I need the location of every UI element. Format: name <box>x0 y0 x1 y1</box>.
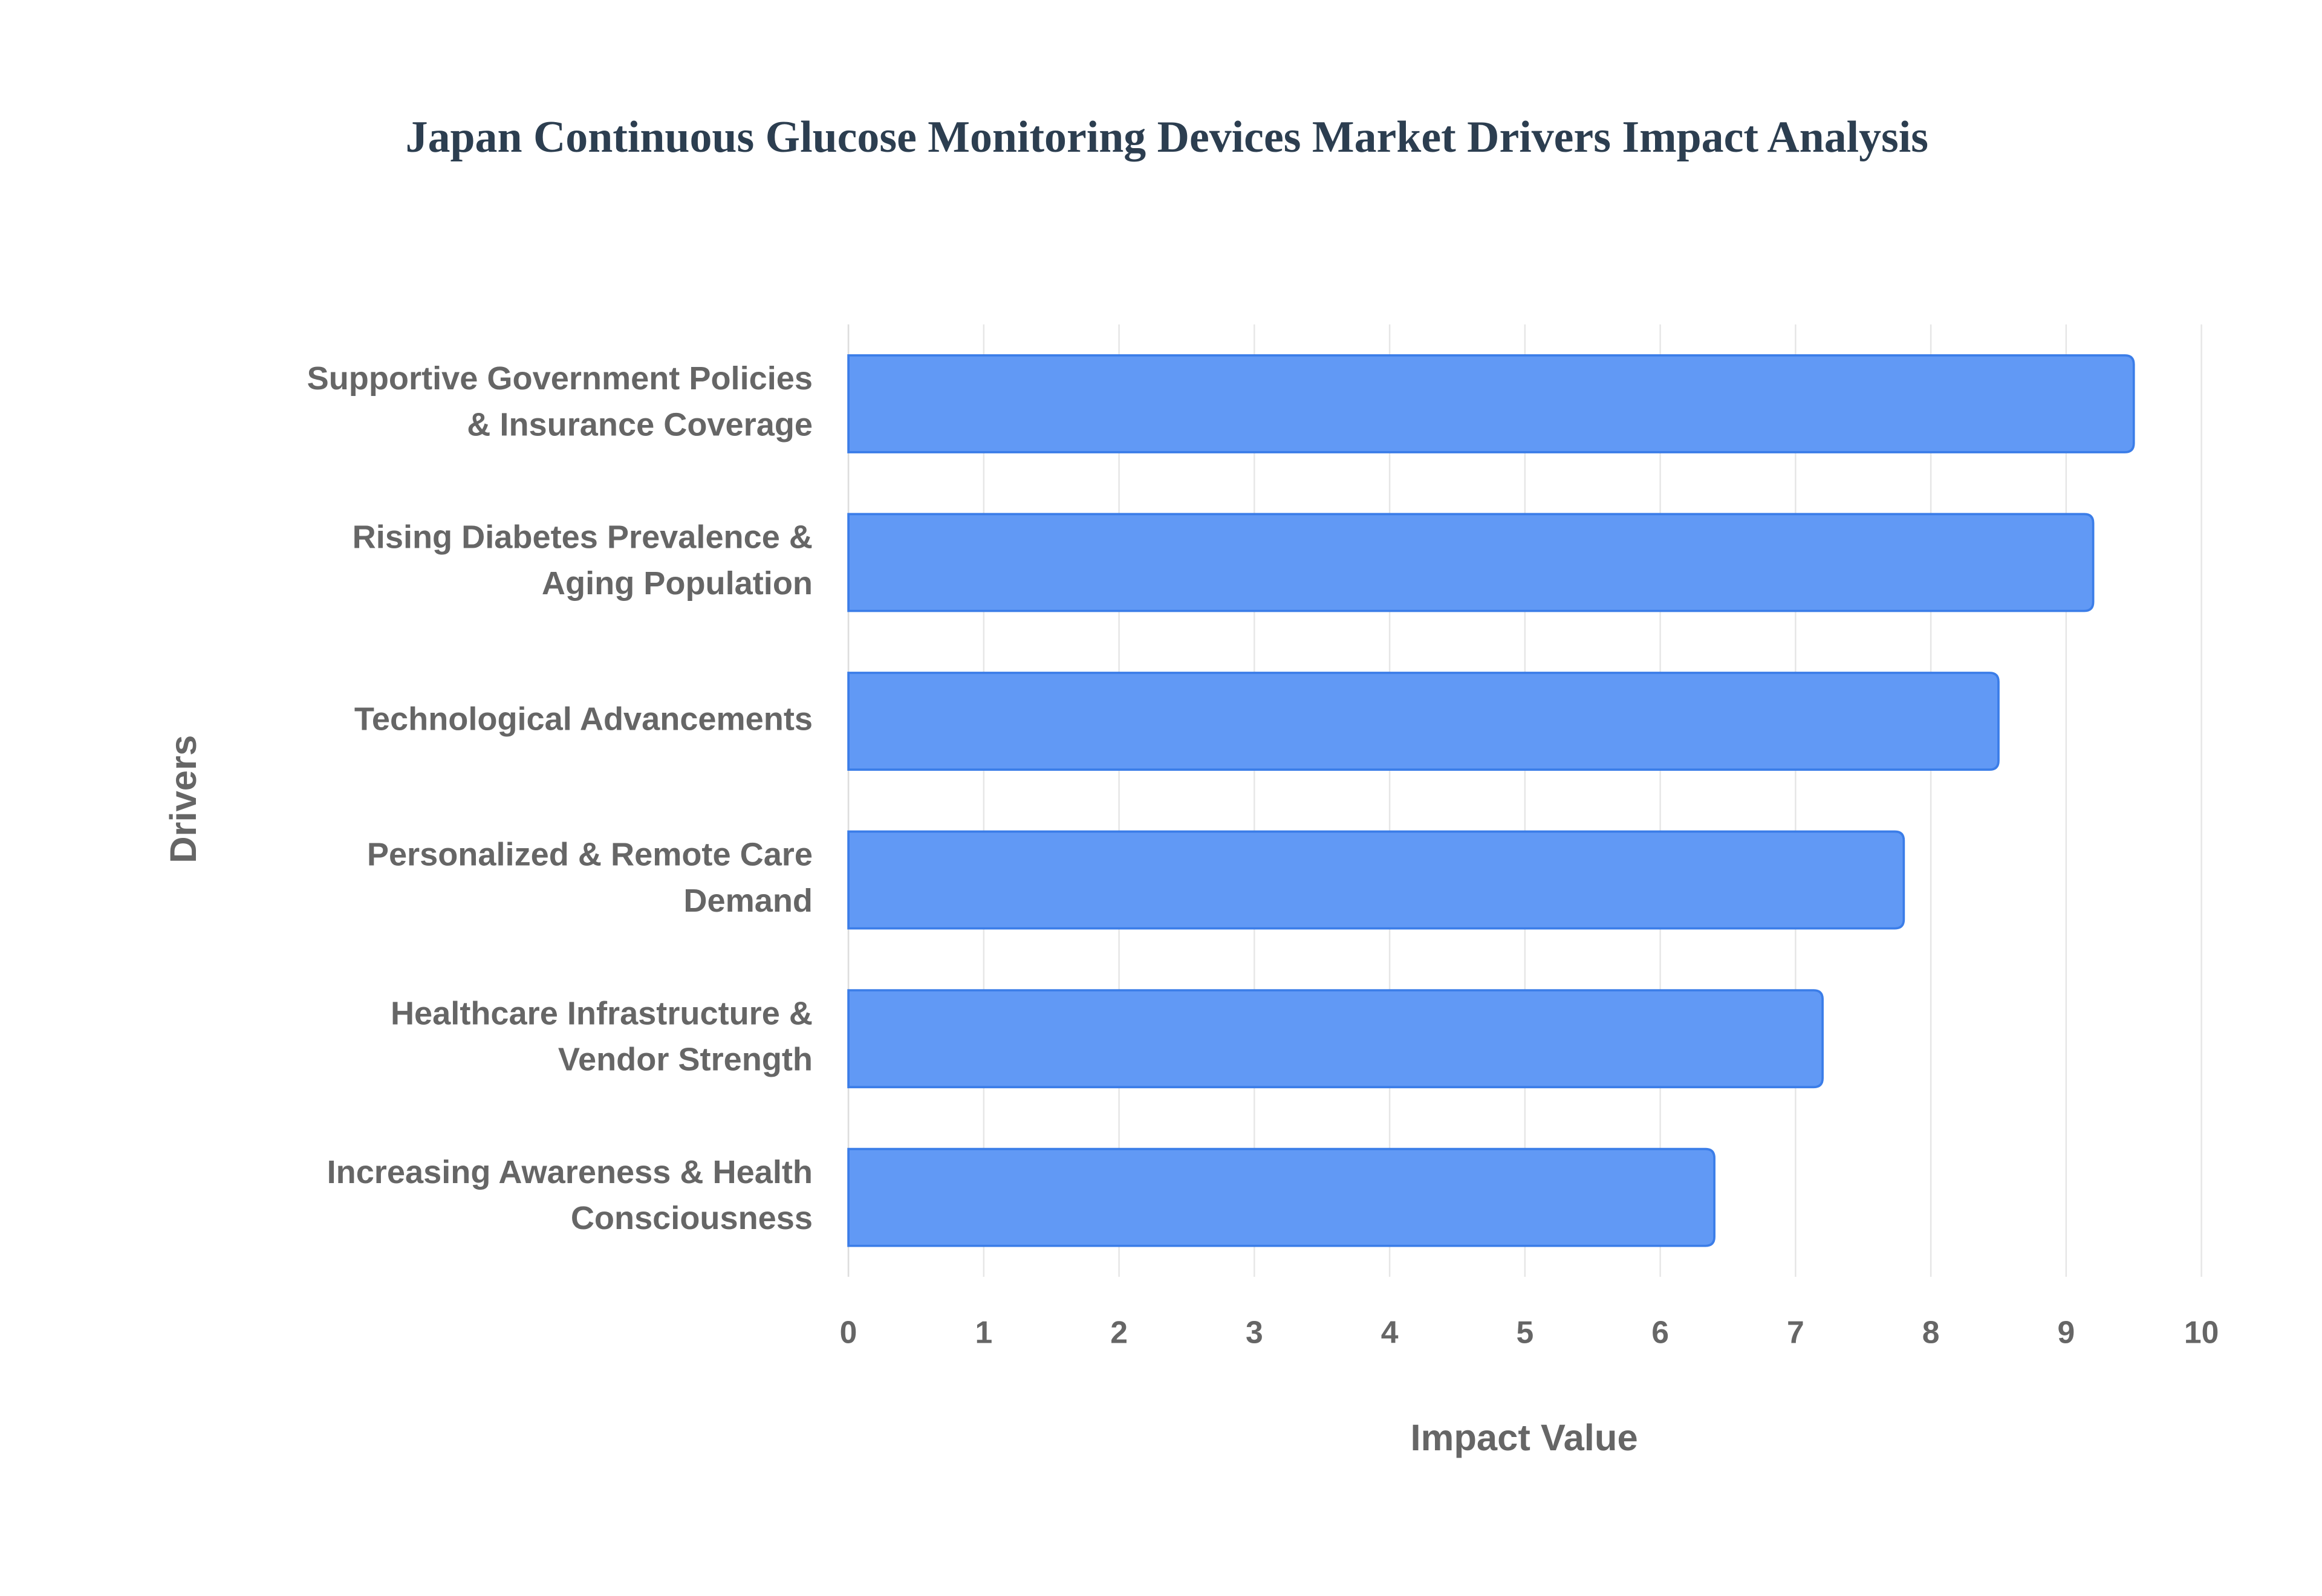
bar <box>847 989 1824 1089</box>
y-tick-label: Vendor Strength <box>558 1042 813 1078</box>
y-tick-label: Demand <box>683 883 813 919</box>
x-tick-label: 5 <box>1516 1315 1533 1350</box>
x-tick-label: 0 <box>840 1315 857 1350</box>
x-axis-title: Impact Value <box>1411 1417 1638 1459</box>
x-tick-label: 2 <box>1110 1315 1128 1350</box>
y-tick-label: Aging Population <box>542 565 813 602</box>
y-tick-label: Increasing Awareness & Health <box>327 1154 813 1190</box>
chart-title: Japan Continuous Glucose Monitoring Devi… <box>406 112 1928 161</box>
y-tick-label: Supportive Government Policies <box>307 360 813 397</box>
y-tick-label: Personalized & Remote Care <box>367 837 813 873</box>
x-tick-label: 10 <box>2184 1315 2219 1350</box>
y-tick-label: Technological Advancements <box>354 701 813 737</box>
x-tick-label: 8 <box>1922 1315 1940 1350</box>
y-tick-label: Healthcare Infrastructure & <box>391 995 813 1031</box>
y-axis-title: Drivers <box>163 735 204 863</box>
bar <box>847 1147 1715 1247</box>
x-tick-label: 1 <box>975 1315 992 1350</box>
y-tick-label: & Insurance Coverage <box>467 406 813 443</box>
x-tick-label: 6 <box>1651 1315 1669 1350</box>
bar <box>847 354 2135 453</box>
x-tick-label: 9 <box>2057 1315 2075 1350</box>
y-tick-label: Consciousness <box>571 1200 813 1236</box>
bar <box>847 830 1905 930</box>
x-tick-label: 3 <box>1246 1315 1263 1350</box>
y-tick-label: Rising Diabetes Prevalence & <box>353 519 813 556</box>
bar <box>847 513 2095 612</box>
x-tick-label: 7 <box>1787 1315 1804 1350</box>
x-tick-label: 4 <box>1381 1315 1399 1350</box>
bar <box>847 672 2000 771</box>
